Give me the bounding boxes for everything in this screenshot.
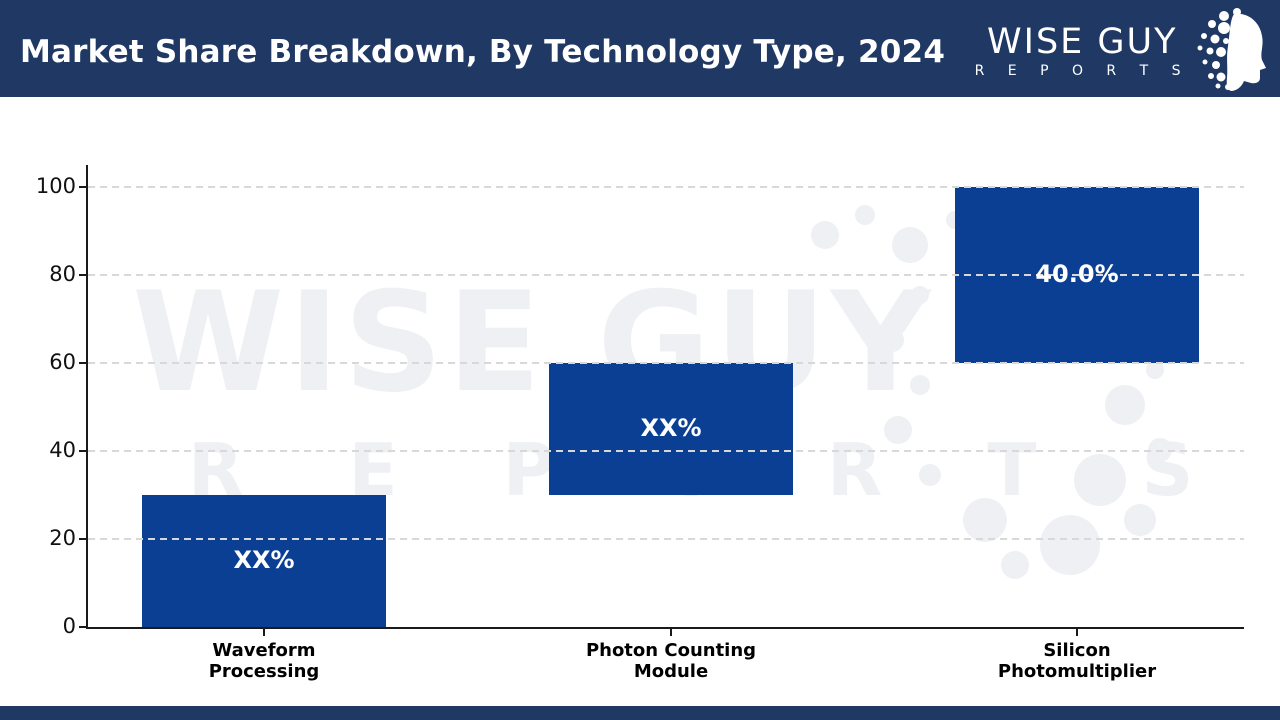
logo-text: WISE GUY R E P O R T S [975,22,1190,79]
header-bar: Market Share Breakdown, By Technology Ty… [0,0,1280,97]
footer-bar [0,706,1280,720]
y-tick-mark [79,186,87,188]
bar-value-label: XX% [640,414,702,442]
bar-segment [549,363,793,495]
y-tick-mark [79,362,87,364]
y-tick-label: 20 [49,526,76,550]
gridline [88,362,1244,364]
bar-value-label: 40.0% [1035,260,1119,288]
logo-subtitle: R E P O R T S [974,63,1190,79]
page-title: Market Share Breakdown, By Technology Ty… [20,34,946,70]
y-tick-label: 60 [49,350,76,374]
y-axis-spine [86,165,88,629]
x-category-label: Waveform Processing [208,640,320,682]
gridline [88,274,1244,276]
y-tick-label: 0 [62,614,76,638]
bar-value-label: XX% [233,546,295,574]
wiseguy-logo: WISE GUY R E P O R T S [975,6,1268,92]
x-category-label: Silicon Photomultiplier [997,640,1157,682]
y-tick-mark [79,538,87,540]
gridline [88,186,1244,188]
bar-segment [142,495,386,627]
watermark-wordmark: WISE GUY [132,262,935,423]
y-tick-mark [79,274,87,276]
gridline [88,450,1244,452]
y-tick-label: 80 [49,262,76,286]
y-tick-mark [79,626,87,628]
x-tick-mark [670,629,672,636]
gridline [88,538,1244,540]
logo-wordmark: WISE GUY [987,22,1178,62]
x-tick-mark [263,629,265,636]
logo-face-icon [1197,8,1266,92]
x-category-label: Photon Counting Module [585,640,757,682]
x-tick-mark [1076,629,1078,636]
y-tick-label: 40 [49,438,76,462]
x-axis-spine [86,627,1244,629]
y-tick-mark [79,450,87,452]
y-tick-label: 100 [35,174,76,198]
